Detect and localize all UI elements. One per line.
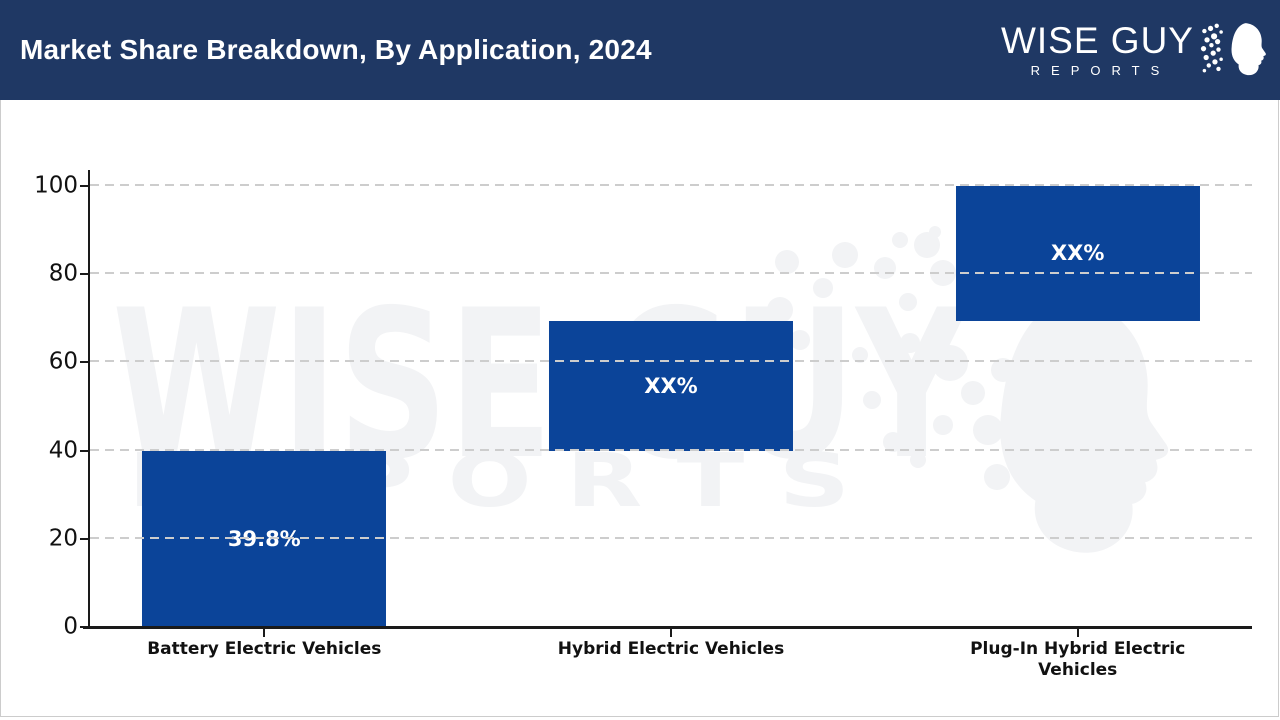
brand-logo-text: WISE GUY REPORTS [1001,22,1194,78]
y-axis [88,170,90,629]
x-tick-mark [263,629,266,637]
y-tick-label: 60 [48,348,78,375]
gridline [90,448,1252,451]
x-tick-mark [1076,629,1079,637]
gridline [90,272,1252,275]
bar-value-label: 39.8% [227,527,301,552]
y-tick-label: 20 [48,525,78,552]
brand-subname: REPORTS [1030,63,1171,78]
x-axis-labels: Battery Electric Vehicles Hybrid Electric… [90,639,1252,699]
bar-value-label: XX% [1050,241,1105,266]
y-tick-label: 0 [63,613,78,640]
bar-segment: XX% [955,186,1200,321]
bar-segment: 39.8% [142,451,387,627]
bar-value-label: XX% [644,374,698,399]
brand-logo: WISE GUY REPORTS [1001,0,1266,100]
y-tick-label: 40 [48,437,78,464]
category-label: Plug-In Hybrid Electric Vehicles [970,639,1186,681]
plot-area: 39.8% XX% XX% [90,184,1252,627]
y-tick-label: 100 [34,172,78,199]
header: Market Share Breakdown, By Application, … [0,0,1280,100]
y-tick-mark [80,537,89,540]
y-tick-mark [80,449,89,452]
gridline [90,184,1252,186]
x-axis-tick-marks [90,629,1252,638]
x-tick-mark [670,629,672,637]
category-label: Hybrid Electric Vehicles [557,639,785,659]
gridline [90,536,1252,539]
y-tick-mark [80,185,89,187]
category-label: Battery Electric Vehicles [147,639,382,659]
gridline [90,360,1252,363]
x-axis [83,626,1252,629]
dotted-head-icon [1200,23,1266,76]
y-tick-mark [80,273,89,276]
bar-segment: XX% [548,320,794,452]
page-title: Market Share Breakdown, By Application, … [20,34,652,65]
y-axis-labels: 0 20 40 60 80 100 [18,174,78,638]
brand-name: WISE GUY [1000,20,1194,61]
y-tick-mark [80,361,89,364]
y-tick-label: 80 [48,260,78,287]
